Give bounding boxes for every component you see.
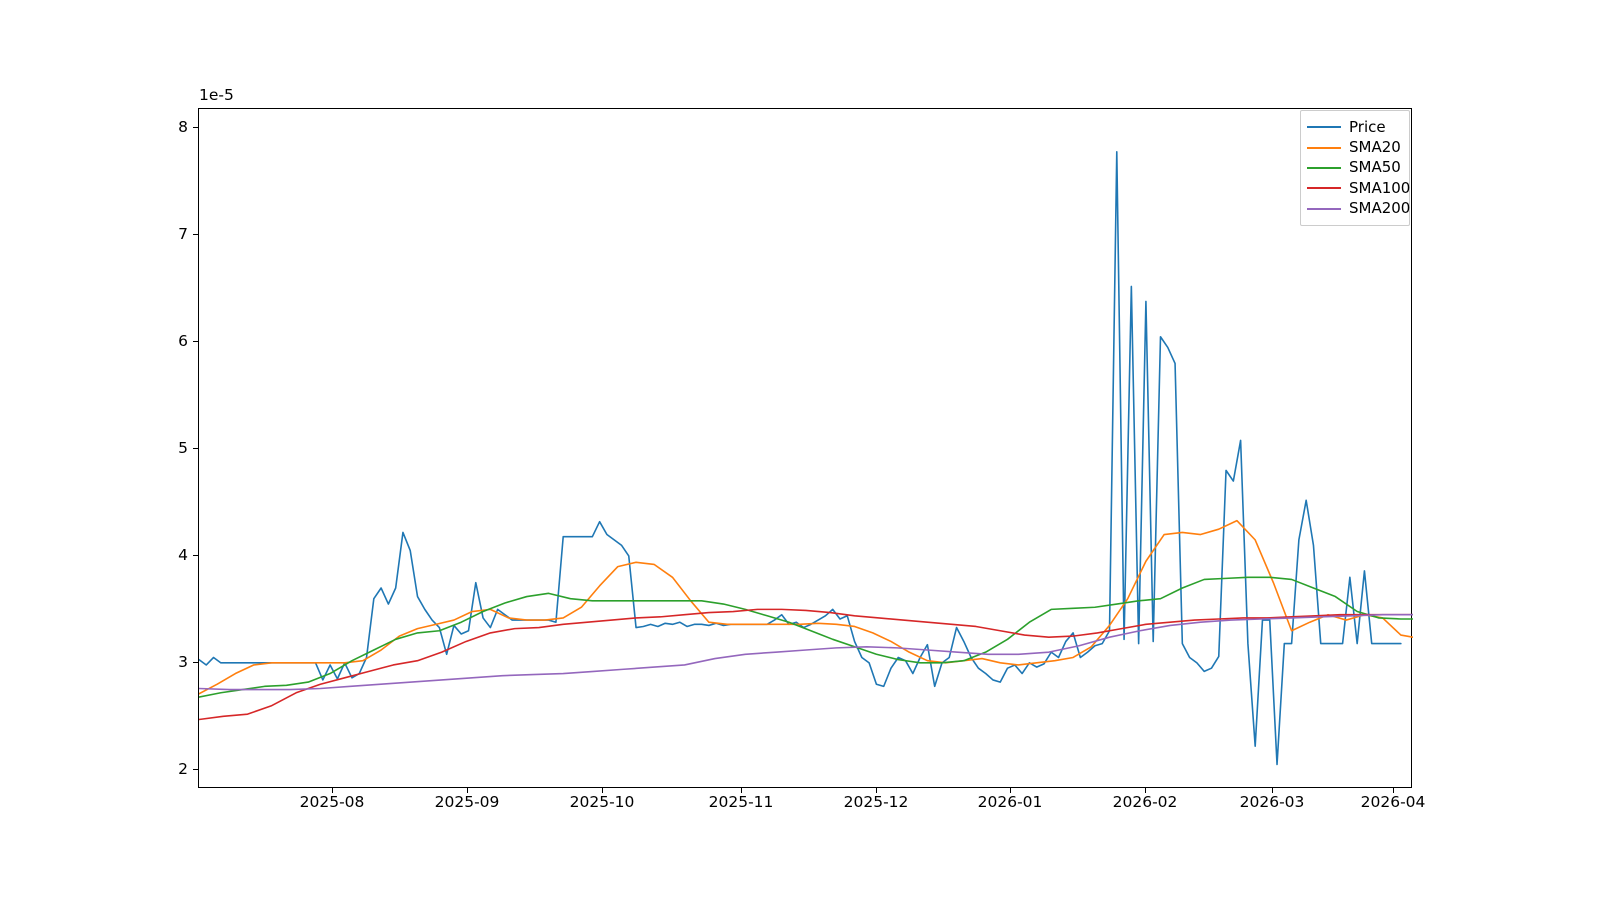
legend-color-swatch-price (1307, 126, 1341, 129)
x-axis-tick-mark (467, 788, 469, 793)
legend-label: SMA20 (1349, 138, 1401, 157)
x-axis-tick-label: 2025-11 (708, 793, 774, 811)
x-axis-tick-label: 2026-03 (1239, 793, 1305, 811)
legend-item-price[interactable]: Price (1307, 117, 1402, 137)
y-axis-tick-mark (193, 554, 198, 556)
x-axis-tick-label: 2025-10 (569, 793, 635, 811)
legend-label: Price (1349, 117, 1386, 136)
y-axis-tick-mark (193, 127, 198, 129)
x-axis-tick-mark (876, 788, 878, 793)
x-axis-tick-label: 2026-04 (1360, 793, 1426, 811)
y-axis-tick-mark (193, 234, 198, 236)
chart-legend: Price SMA20 SMA50 SMA100 SMA200 (1300, 110, 1410, 226)
legend-color-swatch-sma200 (1307, 207, 1341, 210)
y-axis-tick-label: 5 (178, 439, 188, 457)
x-axis-tick-label: 2025-12 (843, 793, 909, 811)
series-line-sma200 (199, 613, 1413, 691)
x-axis-tick-mark (741, 788, 743, 793)
legend-item-sma100[interactable]: SMA100 (1307, 178, 1410, 198)
plot-axes (198, 108, 1413, 788)
x-axis-tick-mark (1272, 788, 1274, 793)
x-axis-tick-mark (602, 788, 604, 793)
series-line-sma50 (199, 576, 1413, 698)
y-axis-tick-mark (193, 341, 198, 343)
y-axis-tick-label: 6 (178, 332, 188, 351)
series-line-sma100 (199, 608, 1413, 721)
y-axis-offset-text: 1e-5 (199, 86, 234, 104)
x-axis-tick-label: 2025-09 (434, 793, 500, 811)
y-axis-tick-label: 2 (178, 759, 188, 778)
x-axis-tick-label: 2025-08 (299, 793, 365, 811)
y-axis-tick-label: 7 (178, 225, 188, 244)
series-line-price (199, 150, 1402, 766)
legend-color-swatch-sma100 (1307, 187, 1341, 190)
legend-label: SMA200 (1349, 199, 1411, 218)
y-axis-tick-mark (193, 448, 198, 450)
y-axis-tick-mark (193, 768, 198, 770)
legend-item-sma20[interactable]: SMA20 (1307, 137, 1402, 157)
x-axis-tick-label: 2026-02 (1112, 793, 1178, 811)
legend-label: SMA100 (1349, 178, 1411, 197)
x-axis-tick-mark (1010, 788, 1012, 793)
legend-color-swatch-sma50 (1307, 166, 1341, 169)
x-axis-tick-mark (1393, 788, 1395, 793)
y-axis-tick-label: 8 (178, 118, 188, 137)
legend-item-sma200[interactable]: SMA200 (1307, 199, 1410, 219)
legend-color-swatch-sma20 (1307, 146, 1341, 149)
x-axis-tick-mark (332, 788, 334, 793)
series-plot-area (199, 150, 1413, 766)
legend-item-sma50[interactable]: SMA50 (1307, 158, 1402, 178)
legend-label: SMA50 (1349, 158, 1401, 177)
y-axis-tick-mark (193, 661, 198, 663)
x-axis-tick-label: 2026-01 (977, 793, 1043, 811)
y-axis-tick-label: 3 (178, 652, 188, 671)
series-line-sma20 (199, 519, 1413, 695)
y-axis-tick-label: 4 (178, 545, 188, 564)
x-axis-tick-mark (1145, 788, 1147, 793)
